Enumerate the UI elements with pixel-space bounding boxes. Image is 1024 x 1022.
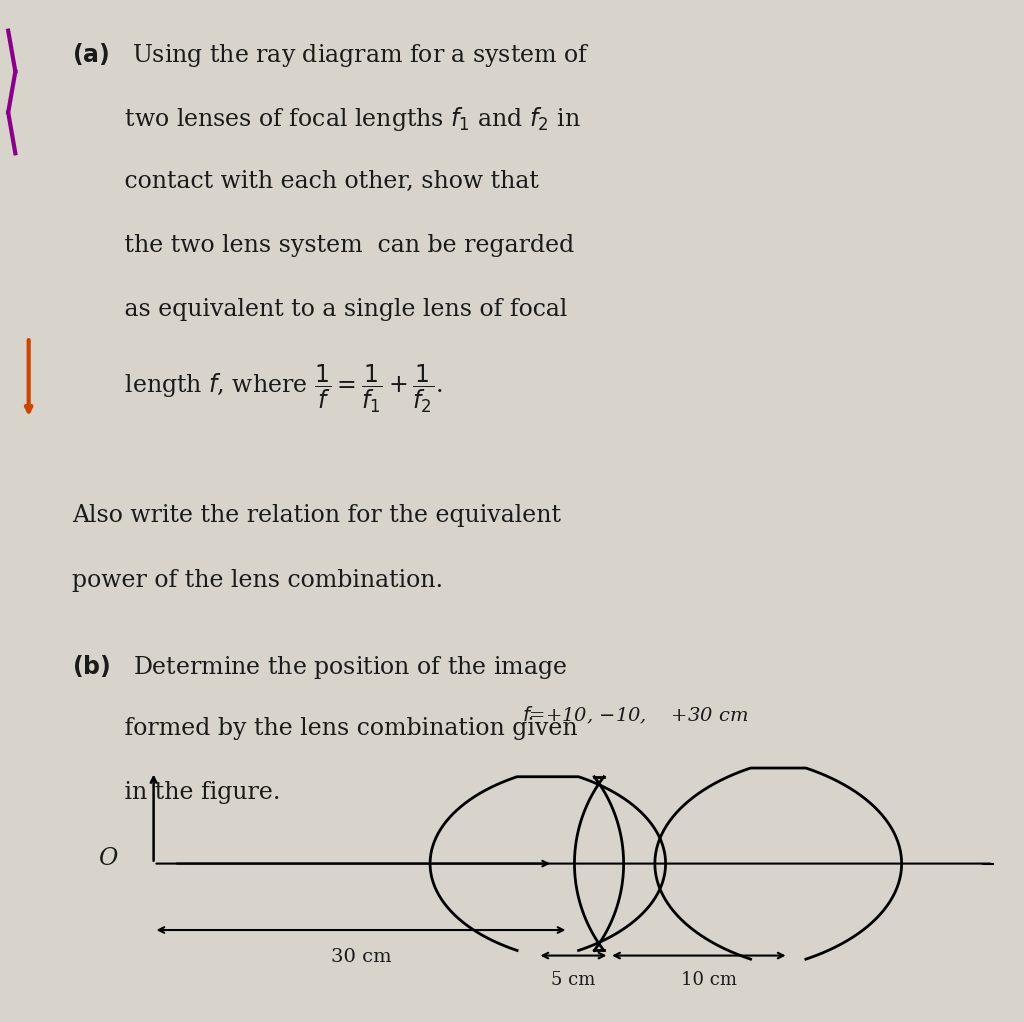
Text: $\bf{(b)}$   Determine the position of the image: $\bf{(b)}$ Determine the position of the… [72,653,567,681]
Text: Also write the relation for the equivalent: Also write the relation for the equivale… [72,505,561,527]
Text: 30 cm: 30 cm [331,948,391,967]
Text: 5 cm: 5 cm [551,971,596,989]
Text: in the figure.: in the figure. [72,782,281,804]
Text: the two lens system  can be regarded: the two lens system can be regarded [72,234,573,258]
Text: two lenses of focal lengths $f_1$ and $f_2$ in: two lenses of focal lengths $f_1$ and $f… [72,105,581,133]
Text: as equivalent to a single lens of focal: as equivalent to a single lens of focal [72,298,567,322]
Text: power of the lens combination.: power of the lens combination. [72,569,442,592]
Text: $\bf{(a)}$   Using the ray diagram for a system of: $\bf{(a)}$ Using the ray diagram for a s… [72,41,590,68]
Text: 10 cm: 10 cm [681,971,737,989]
Text: formed by the lens combination given: formed by the lens combination given [72,717,578,740]
Text: O: O [98,847,118,870]
Text: length $f$, where $\dfrac{1}{f} = \dfrac{1}{f_1} + \dfrac{1}{f_2}$.: length $f$, where $\dfrac{1}{f} = \dfrac… [72,363,442,415]
Text: $f$=+10, $-$10,    +30 cm: $f$=+10, $-$10, +30 cm [522,704,749,726]
Text: contact with each other, show that: contact with each other, show that [72,170,539,193]
